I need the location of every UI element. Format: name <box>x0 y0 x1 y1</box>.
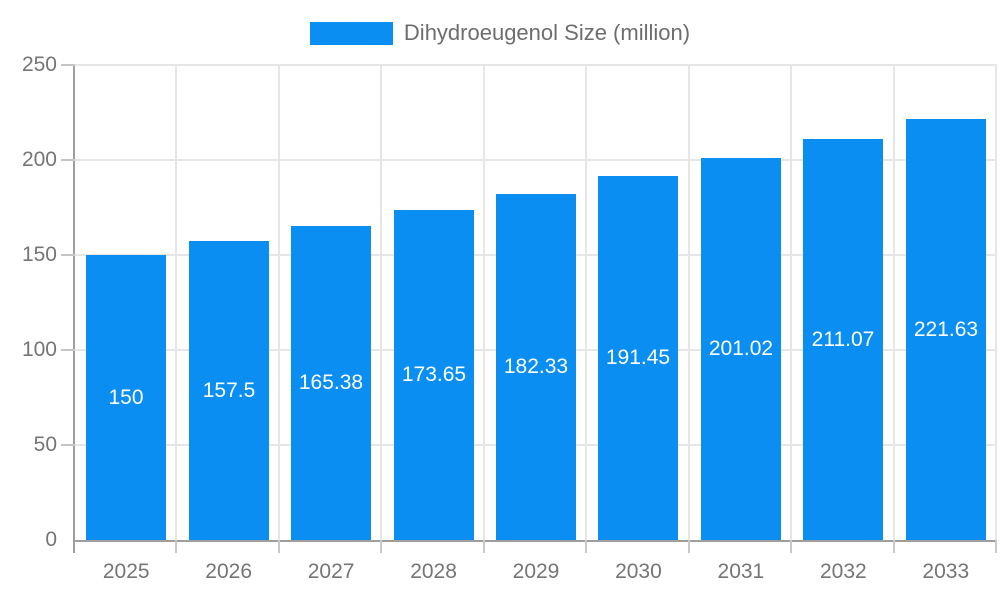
x-axis-tick <box>892 540 895 553</box>
x-axis-tick <box>687 540 690 553</box>
bar-value-label: 221.63 <box>913 317 979 341</box>
legend[interactable]: Dihydroeugenol Size (million) <box>0 21 1000 45</box>
x-axis-label: 2033 <box>922 560 970 583</box>
x-axis-label: 2030 <box>615 560 662 583</box>
bar-value-label: 201.02 <box>708 337 774 360</box>
x-axis-tick <box>995 540 997 553</box>
x-axis-label: 2032 <box>819 560 867 583</box>
y-axis-label: 100 <box>21 338 57 361</box>
gridline-vertical <box>995 65 997 540</box>
y-axis-tick <box>61 64 75 66</box>
x-axis-label: 2026 <box>205 560 253 583</box>
bar-value-label: 150 <box>108 385 144 409</box>
bar[interactable]: 182.33 <box>496 194 576 540</box>
bar-value-label: 173.65 <box>401 363 467 386</box>
gridline-vertical <box>585 65 588 540</box>
gridline-vertical <box>687 65 690 540</box>
y-axis-tick <box>61 159 75 161</box>
gridline-vertical <box>277 65 280 540</box>
bar[interactable]: 150 <box>86 255 166 540</box>
x-axis-tick <box>790 540 793 553</box>
plot-area: 0 50 100 150 200 250 150 2025 157.5 2026 165.38 202… <box>22 53 997 583</box>
bar[interactable]: 165.38 <box>291 226 371 540</box>
x-axis-tick <box>482 540 485 553</box>
y-axis-tick-bottom <box>73 540 75 553</box>
bar[interactable]: 211.07 <box>803 139 883 540</box>
bar-value-label: 182.33 <box>503 355 569 378</box>
x-axis-tick <box>380 540 383 553</box>
bar-value-label: 165.38 <box>298 371 364 394</box>
y-axis-label: 250 <box>21 53 57 76</box>
gridline-horizontal <box>61 64 997 66</box>
gridline-vertical <box>482 65 485 540</box>
x-axis-label: 2028 <box>410 560 457 583</box>
bar-value-label: 191.45 <box>605 346 671 369</box>
legend-label: Dihydroeugenol Size (million) <box>403 20 691 45</box>
y-axis-tick <box>61 254 75 256</box>
gridline-vertical <box>175 65 178 540</box>
y-axis-tick <box>61 444 75 446</box>
bar[interactable]: 191.45 <box>598 176 678 540</box>
x-axis-label: 2031 <box>717 560 765 583</box>
y-axis-label: 0 <box>45 528 57 551</box>
gridline-vertical <box>790 65 793 540</box>
x-axis-label: 2029 <box>512 560 560 583</box>
bar-value-label: 157.5 <box>202 378 256 402</box>
y-axis-label: 50 <box>33 433 57 456</box>
x-axis-label: 2025 <box>102 560 150 583</box>
x-axis-tick <box>175 540 178 553</box>
bar[interactable]: 201.02 <box>701 158 781 540</box>
bar-value-label: 211.07 <box>811 327 875 351</box>
legend-swatch <box>309 21 393 45</box>
y-axis-label: 200 <box>21 148 57 171</box>
x-axis-label: 2027 <box>307 560 355 583</box>
y-axis-tick <box>61 349 75 351</box>
x-axis-tick <box>277 540 280 553</box>
gridline-vertical <box>892 65 895 540</box>
gridline-vertical <box>380 65 383 540</box>
x-axis-tick <box>585 540 588 553</box>
bar[interactable]: 221.63 <box>906 119 986 540</box>
bar[interactable]: 173.65 <box>394 210 474 540</box>
bar[interactable]: 157.5 <box>189 241 269 540</box>
y-axis-label: 150 <box>21 243 57 266</box>
